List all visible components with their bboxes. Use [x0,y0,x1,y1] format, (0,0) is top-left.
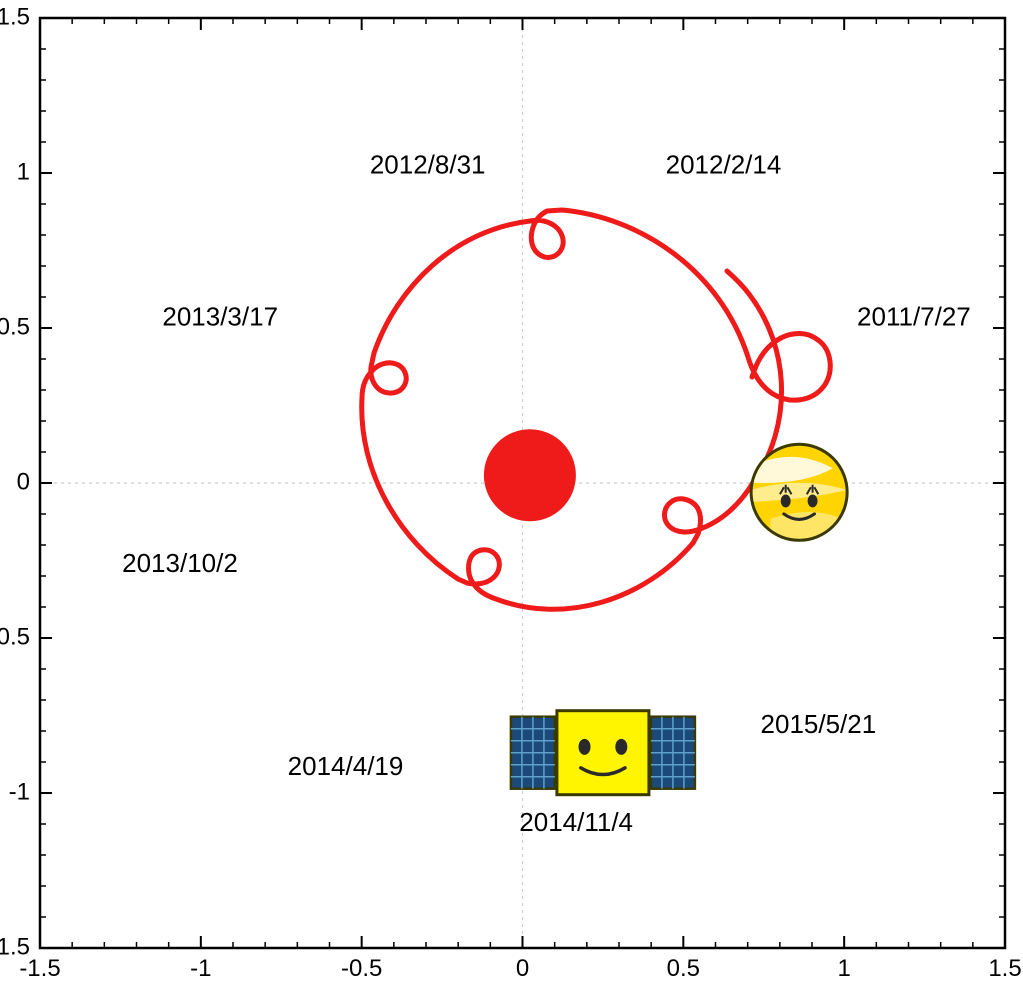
date-label: 2012/2/14 [666,150,782,180]
x-tick-label: -1 [190,955,211,982]
date-label: 2014/11/4 [519,807,633,837]
x-tick-label: 0 [516,955,529,982]
date-label: 2013/3/17 [162,302,278,332]
date-label: 2014/4/19 [288,751,404,781]
x-tick-label: 1 [837,955,850,982]
spacecraft-icon [511,711,695,795]
y-tick-label: 1 [17,158,30,185]
date-label: 2011/7/27 [857,302,971,332]
venus-icon [751,444,847,540]
y-tick-label: 0.5 [0,313,30,340]
y-tick-label: 0 [17,468,30,495]
date-label: 2012/8/31 [370,150,486,180]
x-tick-label: 1.5 [988,955,1021,982]
x-tick-label: -0.5 [341,955,382,982]
x-tick-label: 0.5 [667,955,700,982]
y-tick-label: -0.5 [0,623,30,650]
orbital-trajectory-chart: 2011/7/27 2012/2/14 2012/8/31 2013/3/17 2013… [0,0,1023,985]
y-tick-label: -1 [9,778,30,805]
date-label: 2015/5/21 [761,709,877,739]
sun-icon [484,429,576,521]
y-tick-label: -1.5 [0,933,30,960]
y-tick-label: 1.5 [0,3,30,30]
date-label: 2013/10/2 [122,548,238,578]
